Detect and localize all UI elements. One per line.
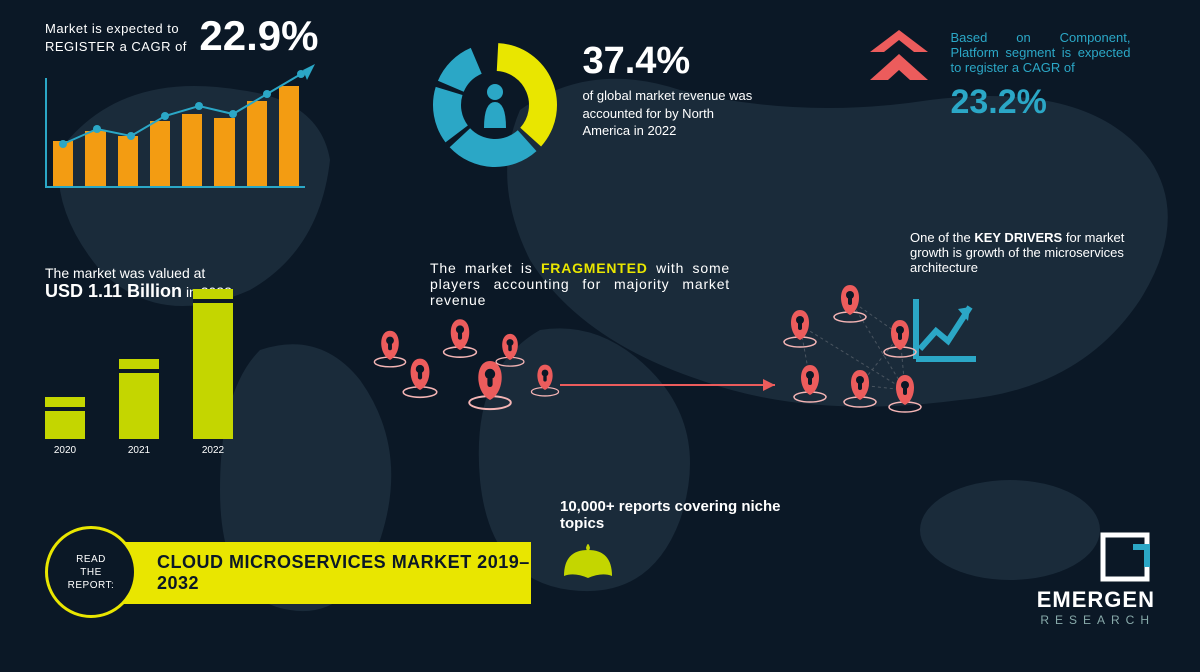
- logo-mark-icon: [1095, 527, 1155, 587]
- map-pin-icon: [889, 375, 921, 412]
- map-pin-icon: [403, 359, 436, 398]
- valuation-bar: [45, 397, 85, 439]
- cagr-leadin: Market is expected toREGISTER a CAGR of: [45, 20, 187, 55]
- emergen-logo: EMERGEN RESEARCH: [1037, 527, 1155, 627]
- report-banner[interactable]: READTHEREPORT: CLOUD MICROSERVICES MARKE…: [45, 532, 565, 612]
- chevron-up-icon: [870, 30, 928, 96]
- cagr-bar-line-chart: [45, 78, 385, 188]
- fragmented-highlight: FRAGMENTED: [541, 260, 648, 276]
- logo-brand: EMERGEN: [1037, 587, 1155, 613]
- report-circle-badge: READTHEREPORT:: [45, 526, 137, 618]
- report-title-bar: CLOUD MICROSERVICES MARKET 2019–2032: [91, 542, 531, 604]
- donut-pct: 37.4%: [582, 40, 757, 83]
- drivers-block: One of the KEY DRIVERS for market growth…: [910, 230, 1140, 370]
- valuation-block: The market was valued at USD 1.11 Billio…: [45, 265, 345, 456]
- fragmented-pre: The market is: [430, 260, 541, 276]
- cagr-bar: [214, 118, 234, 186]
- cagr-bar: [247, 101, 267, 186]
- map-pin-icon: [444, 319, 477, 357]
- cagr-bar: [279, 86, 299, 186]
- person-icon: [484, 84, 506, 128]
- map-pin-icon: [374, 331, 405, 367]
- donut-desc: of global market revenue was accounted f…: [582, 87, 757, 140]
- map-pin-icon: [794, 365, 826, 402]
- map-pin-icon: [496, 334, 524, 366]
- map-pin-icon: [469, 361, 511, 409]
- component-text: Based on Component, Platform segment is …: [950, 30, 1130, 75]
- valuation-usd: USD 1.11 Billion: [45, 281, 182, 301]
- cagr-bar: [118, 136, 138, 186]
- cagr-bar: [85, 131, 105, 186]
- map-pin-icon: [784, 310, 816, 347]
- cagr-headline-block: Market is expected toREGISTER a CAGR of …: [45, 20, 385, 188]
- reports-count-text: 10,000+ reports covering niche topics: [560, 498, 781, 532]
- fragmented-block: The market is FRAGMENTED with some playe…: [430, 260, 960, 308]
- open-book-icon: [560, 542, 616, 582]
- donut-chart: [430, 40, 560, 170]
- report-title-text: CLOUD MICROSERVICES MARKET 2019–2032: [157, 552, 531, 594]
- component-cagr-block: Based on Component, Platform segment is …: [870, 30, 1140, 122]
- drivers-pre: One of the: [910, 230, 974, 245]
- valuation-bar-label: 2022: [202, 445, 224, 456]
- drivers-bold: KEY DRIVERS: [974, 230, 1062, 245]
- report-circle-text: READTHEREPORT:: [68, 553, 115, 592]
- cagr-bar: [150, 121, 170, 186]
- donut-block: 37.4% of global market revenue was accou…: [430, 40, 780, 175]
- cagr-value: 22.9%: [199, 12, 318, 60]
- cagr-bar: [182, 114, 202, 186]
- growth-chart-icon: [910, 293, 982, 365]
- valuation-bar-label: 2021: [128, 445, 150, 456]
- map-pin-icon: [844, 370, 876, 407]
- logo-sub: RESEARCH: [1037, 613, 1155, 627]
- map-pin-icon: [531, 365, 558, 396]
- component-pct: 23.2%: [950, 83, 1130, 122]
- cagr-bar: [53, 141, 73, 186]
- valuation-bar: [193, 289, 233, 439]
- valuation-bar-label: 2020: [54, 445, 76, 456]
- valuation-leadin: The market was valued at: [45, 265, 205, 281]
- valuation-bar: [119, 359, 159, 439]
- reports-count-block: 10,000+ reports covering niche topics: [560, 498, 820, 587]
